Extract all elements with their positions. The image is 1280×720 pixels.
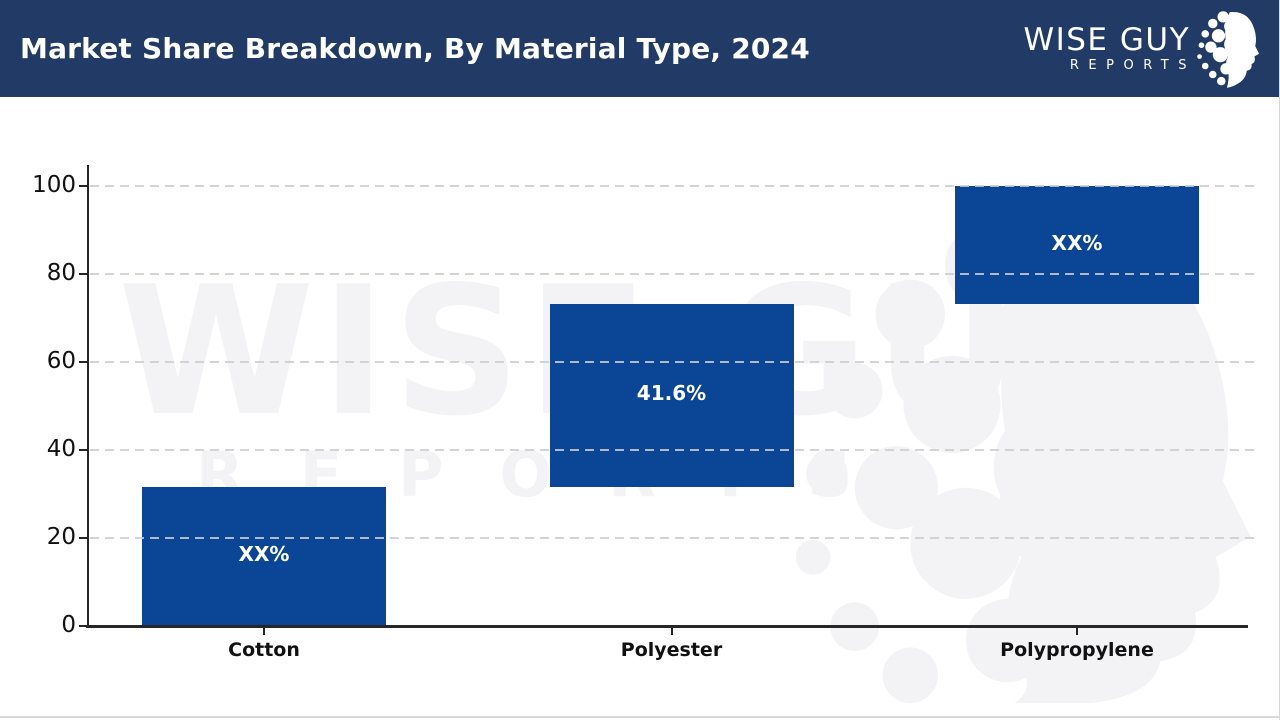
logo-head-icon [1197, 10, 1260, 88]
y-tick-label-80: 80 [46, 260, 76, 286]
gridline-80 [90, 273, 1256, 275]
y-tick [79, 625, 88, 627]
gridline-100 [90, 185, 1256, 187]
y-tick [79, 361, 88, 363]
bar-cotton [142, 486, 386, 626]
x-tick [263, 628, 265, 635]
y-tick [79, 273, 88, 275]
gridline-40 [90, 449, 1256, 451]
gridline-20 [90, 537, 1256, 539]
y-tick-label-40: 40 [46, 436, 76, 462]
logo-wordmark-line2: REPORTS [1069, 58, 1196, 74]
y-axis-line [87, 165, 89, 626]
y-tick-label-20: 20 [46, 524, 76, 550]
wise-guy-logo: WISE GUY REPORTS [1023, 9, 1260, 89]
bottom-border [0, 716, 1279, 718]
logo-wordmark: WISE GUY REPORTS [1023, 24, 1190, 74]
bar-polyester [549, 303, 794, 487]
y-tick-label-0: 0 [61, 612, 76, 638]
x-axis-line [86, 625, 1248, 628]
y-tick [79, 185, 88, 187]
bar-value-label: 41.6% [636, 381, 707, 406]
x-tick-label-polypropylene: Polypropylene [1000, 639, 1154, 661]
y-tick [79, 449, 88, 451]
y-tick-label-100: 100 [32, 172, 76, 198]
watermark-head-icon [795, 223, 1251, 704]
header-bar: Market Share Breakdown, By Material Type… [0, 0, 1279, 97]
x-tick [1076, 628, 1078, 635]
x-tick-label-cotton: Cotton [228, 639, 300, 661]
bar-value-label: XX% [238, 542, 290, 567]
y-tick-label-60: 60 [46, 348, 76, 374]
bar-polypropylene [955, 186, 1199, 304]
y-tick [79, 537, 88, 539]
page-title: Market Share Breakdown, By Material Type… [20, 32, 810, 65]
logo-wordmark-line1: WISE GUY [1023, 21, 1190, 58]
x-tick [670, 628, 673, 635]
gridline-60 [90, 361, 1256, 363]
bar-value-label: XX% [1051, 230, 1103, 255]
x-tick-label-polyester: Polyester [620, 639, 723, 661]
plot-region: XX% Cotton 41.6% Polyester XX% Polypropylene 0… [0, 97, 1279, 720]
